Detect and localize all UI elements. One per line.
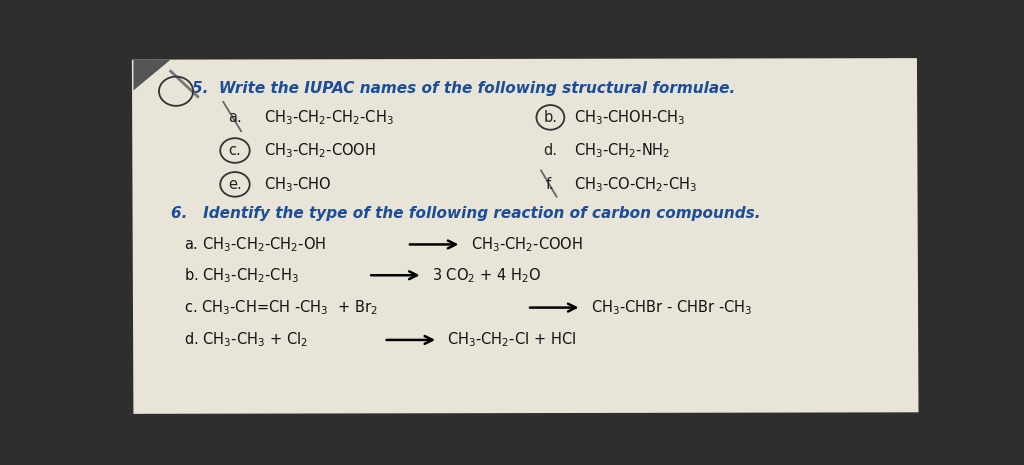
Text: b. CH$_3$-CH$_2$-CH$_3$: b. CH$_3$-CH$_2$-CH$_3$: [183, 266, 299, 285]
Text: d.: d.: [544, 143, 557, 158]
Text: CH$_3$-CH$_2$-COOH: CH$_3$-CH$_2$-COOH: [471, 235, 583, 254]
Text: f.: f.: [546, 177, 555, 192]
Text: 3 CO$_2$ + 4 H$_2$O: 3 CO$_2$ + 4 H$_2$O: [432, 266, 541, 285]
Text: CH$_3$-CH$_2$-Cl + HCl: CH$_3$-CH$_2$-Cl + HCl: [447, 331, 577, 349]
Text: CH$_3$-CHO: CH$_3$-CHO: [263, 175, 331, 194]
Text: CH$_3$-CH$_2$-COOH: CH$_3$-CH$_2$-COOH: [263, 141, 376, 160]
Polygon shape: [132, 58, 919, 414]
Text: CH$_3$-CHOH-CH$_3$: CH$_3$-CHOH-CH$_3$: [573, 108, 685, 127]
Text: 5.  Write the IUPAC names of the following structural formulae.: 5. Write the IUPAC names of the followin…: [191, 81, 735, 96]
Text: a. CH$_3$-CH$_2$-CH$_2$-OH: a. CH$_3$-CH$_2$-CH$_2$-OH: [183, 235, 326, 254]
Text: d. CH$_3$-CH$_3$ + Cl$_2$: d. CH$_3$-CH$_3$ + Cl$_2$: [183, 331, 307, 349]
Text: b.: b.: [544, 110, 557, 125]
Text: c.: c.: [228, 143, 242, 158]
Text: CH$_3$-CH$_2$-CH$_2$-CH$_3$: CH$_3$-CH$_2$-CH$_2$-CH$_3$: [263, 108, 393, 127]
Text: a.: a.: [228, 110, 242, 125]
Text: CH$_3$-CHBr - CHBr -CH$_3$: CH$_3$-CHBr - CHBr -CH$_3$: [591, 298, 753, 317]
Text: c. CH$_3$-CH=CH -CH$_3$  + Br$_2$: c. CH$_3$-CH=CH -CH$_3$ + Br$_2$: [183, 298, 378, 317]
Polygon shape: [133, 60, 171, 91]
Text: CH$_3$-CO-CH$_2$-CH$_3$: CH$_3$-CO-CH$_2$-CH$_3$: [573, 175, 696, 194]
Text: CH$_3$-CH$_2$-NH$_2$: CH$_3$-CH$_2$-NH$_2$: [573, 141, 670, 160]
Text: 6.   Identify the type of the following reaction of carbon compounds.: 6. Identify the type of the following re…: [171, 206, 760, 221]
Text: e.: e.: [228, 177, 242, 192]
